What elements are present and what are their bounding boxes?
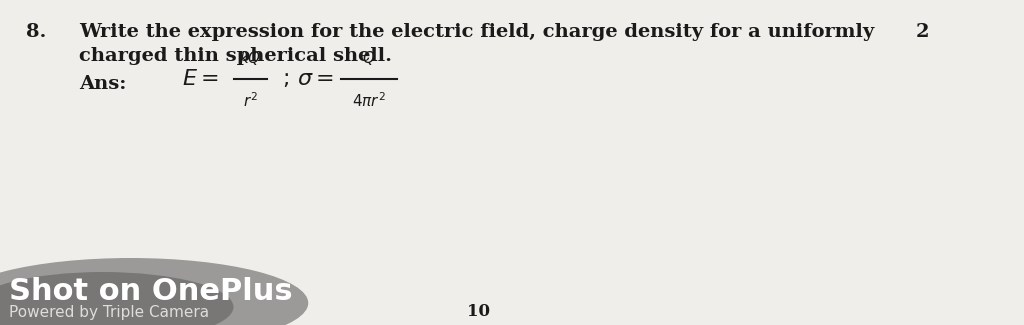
Text: charged thin spherical shell.: charged thin spherical shell. <box>80 47 392 65</box>
Text: Shot on OnePlus: Shot on OnePlus <box>9 277 293 306</box>
Text: 10: 10 <box>467 303 489 320</box>
Text: Powered by Triple Camera: Powered by Triple Camera <box>9 305 210 320</box>
Text: $Q$: $Q$ <box>362 49 376 67</box>
Text: $;\,\sigma=$: $;\,\sigma=$ <box>282 69 334 89</box>
Text: $4\pi r^2$: $4\pi r^2$ <box>352 91 386 110</box>
Text: Ans:: Ans: <box>80 75 127 93</box>
Text: Write the expression for the electric field, charge density for a uniformly: Write the expression for the electric fi… <box>80 23 874 41</box>
Ellipse shape <box>0 272 233 325</box>
Text: $\mathit{E}=$: $\mathit{E}=$ <box>182 69 219 89</box>
Text: $kQ$: $kQ$ <box>240 49 261 67</box>
Text: $r^2$: $r^2$ <box>243 91 258 110</box>
Text: 8.: 8. <box>27 23 46 41</box>
Ellipse shape <box>0 258 308 325</box>
Text: 2: 2 <box>915 23 930 41</box>
